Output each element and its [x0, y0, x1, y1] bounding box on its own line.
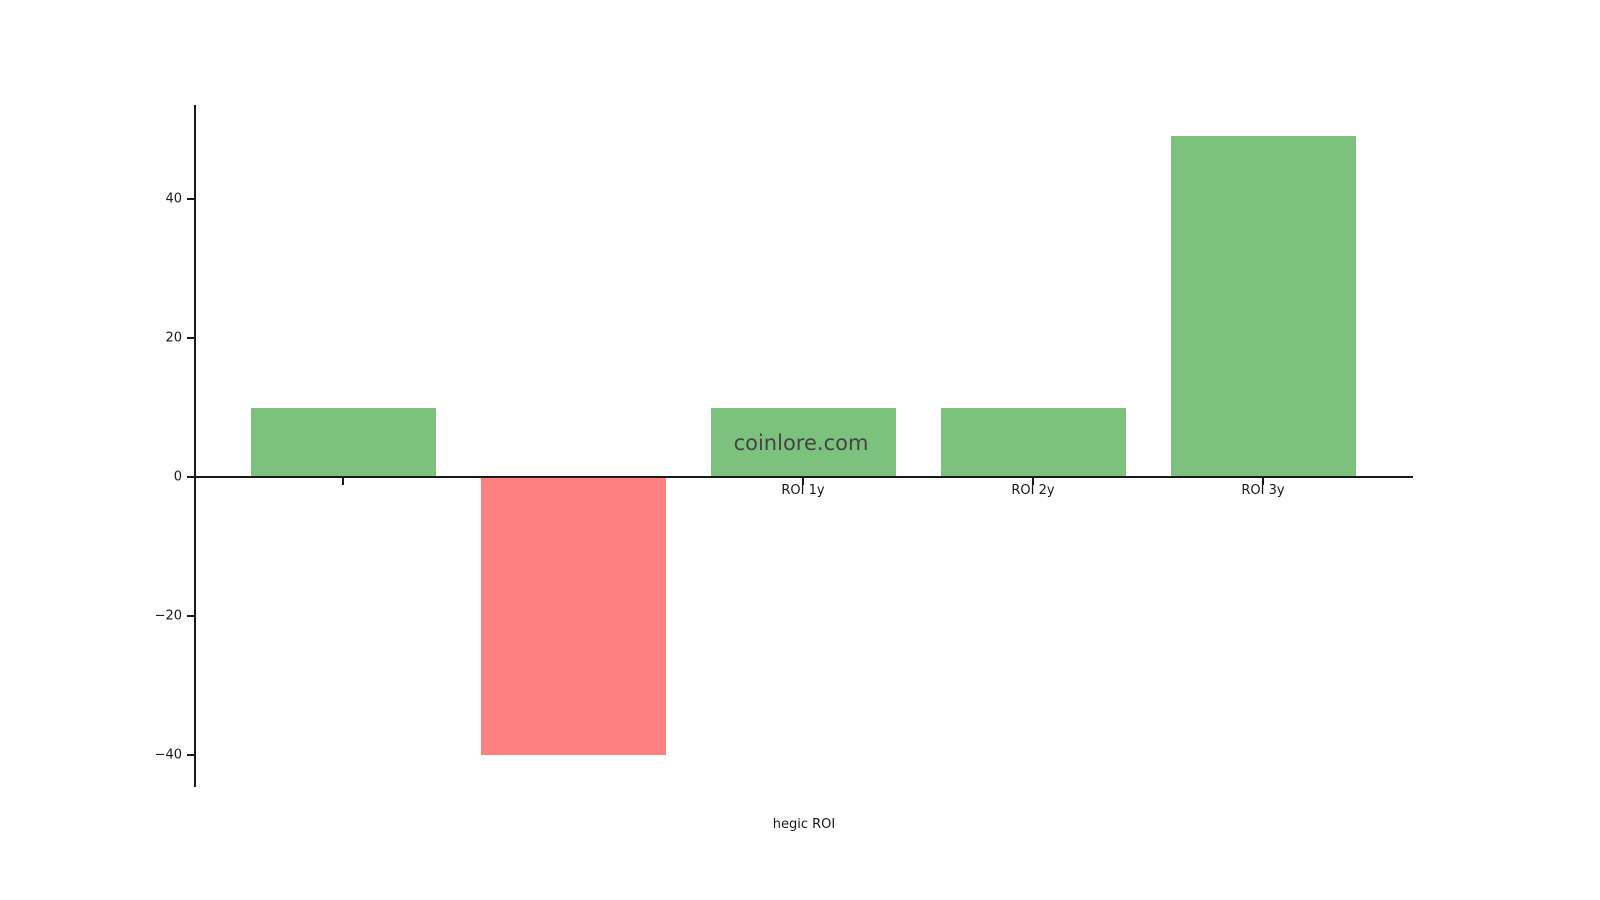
x-tick-label: ROI 3y [1241, 483, 1285, 498]
x-tick [342, 477, 344, 485]
y-tick [187, 476, 195, 478]
bar [1170, 136, 1356, 477]
watermark-text: coinlore.com [733, 431, 869, 455]
y-tick-label: 0 [173, 469, 182, 485]
x-tick-label: ROI 1y [781, 483, 825, 498]
bar [250, 407, 436, 477]
x-axis-title: hegic ROI [772, 817, 836, 832]
y-axis-spine [194, 105, 196, 787]
y-tick [187, 615, 195, 617]
y-tick [187, 198, 195, 200]
x-tick-label: ROI 2y [1011, 483, 1055, 498]
x-tick [1032, 477, 1034, 485]
bar [710, 407, 896, 477]
x-tick [802, 477, 804, 485]
y-tick-label: −20 [154, 608, 182, 624]
x-axis-spine [195, 476, 1413, 478]
y-tick-label: 20 [165, 330, 182, 346]
y-tick [187, 337, 195, 339]
y-tick-label: −40 [154, 747, 182, 763]
y-tick-label: 40 [165, 191, 182, 207]
y-tick [187, 754, 195, 756]
x-tick [1262, 477, 1264, 485]
bar [940, 407, 1126, 477]
bar [480, 477, 666, 755]
